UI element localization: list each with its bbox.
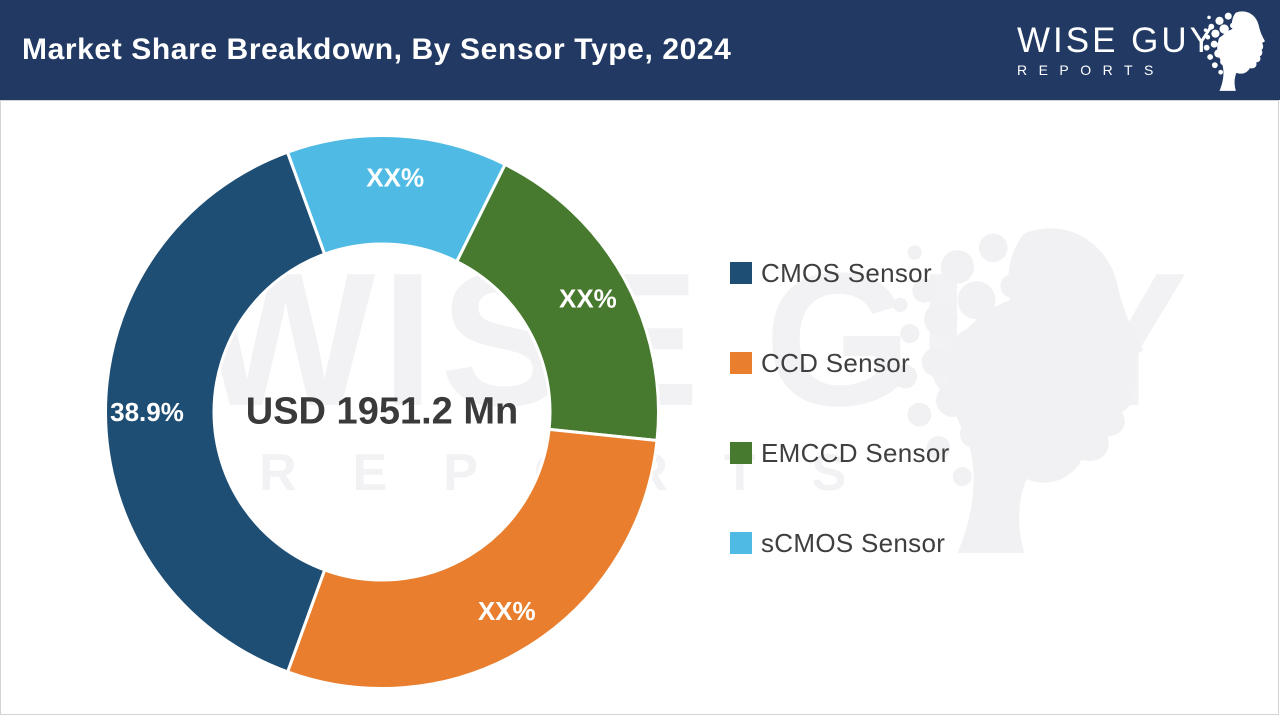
donut-svg: XX% XX% XX% 38.9% (104, 134, 660, 690)
chart-legend: CMOS Sensor CCD Sensor EMCCD Sensor sCMOS S… (730, 258, 950, 618)
donut-slice-emccd-sensor (455, 162, 660, 443)
header-bar: Market Share Breakdown, By Sensor Type, … (0, 0, 1280, 100)
wiseguy-logo-subtitle: REPORTS (1016, 61, 1165, 78)
legend-swatch (730, 262, 752, 284)
wiseguy-logo-text: WISE GUY REPORTS (1016, 20, 1216, 78)
slice-label-ccd-sensor: XX% (478, 596, 536, 626)
donut-center-value: USD 1951.2 Mn (245, 390, 519, 433)
donut-slice-cmos-sensor (104, 150, 327, 674)
legend-swatch (730, 532, 752, 554)
wiseguy-logo-wordmark: WISE GUY (1016, 20, 1216, 60)
legend-label: sCMOS Sensor (761, 527, 946, 558)
slice-label-scmos-sensor: XX% (366, 162, 424, 192)
wiseguy-logo: WISE GUY REPORTS (1017, 6, 1272, 94)
page-title: Market Share Breakdown, By Sensor Type, … (22, 33, 732, 66)
legend-item-emccd-sensor: EMCCD Sensor (730, 438, 950, 468)
legend-item-scmos-sensor: sCMOS Sensor (730, 528, 950, 558)
legend-swatch (730, 352, 752, 374)
legend-item-ccd-sensor: CCD Sensor (730, 348, 950, 378)
legend-item-cmos-sensor: CMOS Sensor (730, 258, 950, 288)
legend-label: EMCCD Sensor (761, 437, 950, 468)
donut-slice-ccd-sensor (286, 427, 659, 690)
donut-chart: XX% XX% XX% 38.9% USD 1951.2 Mn (104, 134, 660, 690)
slice-label-cmos-sensor: 38.9% (110, 397, 184, 427)
slice-label-emccd-sensor: XX% (559, 284, 617, 314)
legend-label: CMOS Sensor (761, 257, 932, 288)
chart-canvas: WISE GUY REPORTS XX%XX%XX%38.9% USD 1951… (0, 100, 1279, 715)
legend-swatch (730, 442, 752, 464)
legend-label: CCD Sensor (761, 347, 910, 378)
